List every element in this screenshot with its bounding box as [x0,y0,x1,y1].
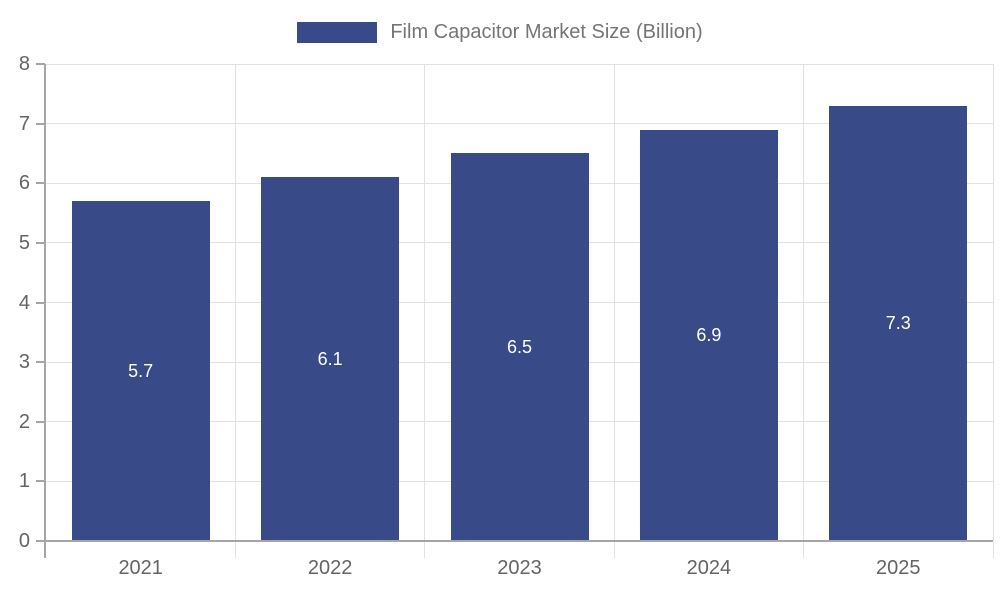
y-tick [36,361,45,364]
y-tick [36,63,45,65]
y-gridline [46,123,993,125]
bar-value-label: 6.5 [506,336,533,357]
x-tick-label: 2024 [686,557,732,579]
bar-value-label: 5.7 [128,360,154,381]
bar-2024: 6.9 [639,129,778,541]
x-tick [234,542,236,558]
bar-2025: 7.3 [829,105,968,541]
x-tick [803,542,805,558]
x-tick-label: 2022 [307,557,353,579]
y-tick [36,241,45,244]
chart-legend: Film Capacitor Market Size (Billion) [0,16,1000,48]
bar-2021: 5.7 [71,201,210,541]
bar-2022: 6.1 [261,177,400,541]
x-gridline [803,64,805,541]
legend-swatch [297,21,378,43]
y-tick [36,540,45,542]
legend-label: Film Capacitor Market Size (Billion) [390,20,703,43]
x-tick [992,542,994,558]
x-tick [613,542,615,558]
y-tick-label: 4 [18,291,30,314]
y-axis-line [44,64,46,558]
x-gridline [424,64,426,541]
y-tick-label: 0 [18,530,30,552]
y-tick [36,182,45,185]
y-tick-label: 3 [18,351,30,374]
bar-value-label: 6.9 [696,324,722,345]
x-gridline [613,64,615,541]
bar-value-label: 6.1 [317,348,343,369]
plot-area: 0 1 2 3 4 5 6 7 8 5.7 2021 6.1 2022 6.5 2023 6.9 2024 7.3… [19,53,994,579]
y-tick-label: 5 [18,231,30,254]
y-tick [36,420,45,423]
bar-2023: 6.5 [450,153,589,541]
x-gridline [992,64,994,541]
y-tick-label: 8 [18,53,30,75]
x-tick-label: 2025 [876,557,921,579]
bar-value-label: 7.3 [885,312,911,333]
x-tick [424,542,426,558]
y-tick [36,122,45,125]
y-tick-label: 6 [18,172,30,195]
x-axis-line [44,540,993,542]
y-gridline [46,63,993,65]
y-tick [36,480,45,483]
y-tick [36,301,45,304]
x-tick-label: 2021 [118,557,163,579]
y-tick-label: 1 [18,470,30,493]
y-tick-label: 7 [18,112,30,135]
y-tick-label: 2 [18,410,30,433]
x-gridline [234,64,236,541]
x-tick-label: 2023 [497,557,542,579]
